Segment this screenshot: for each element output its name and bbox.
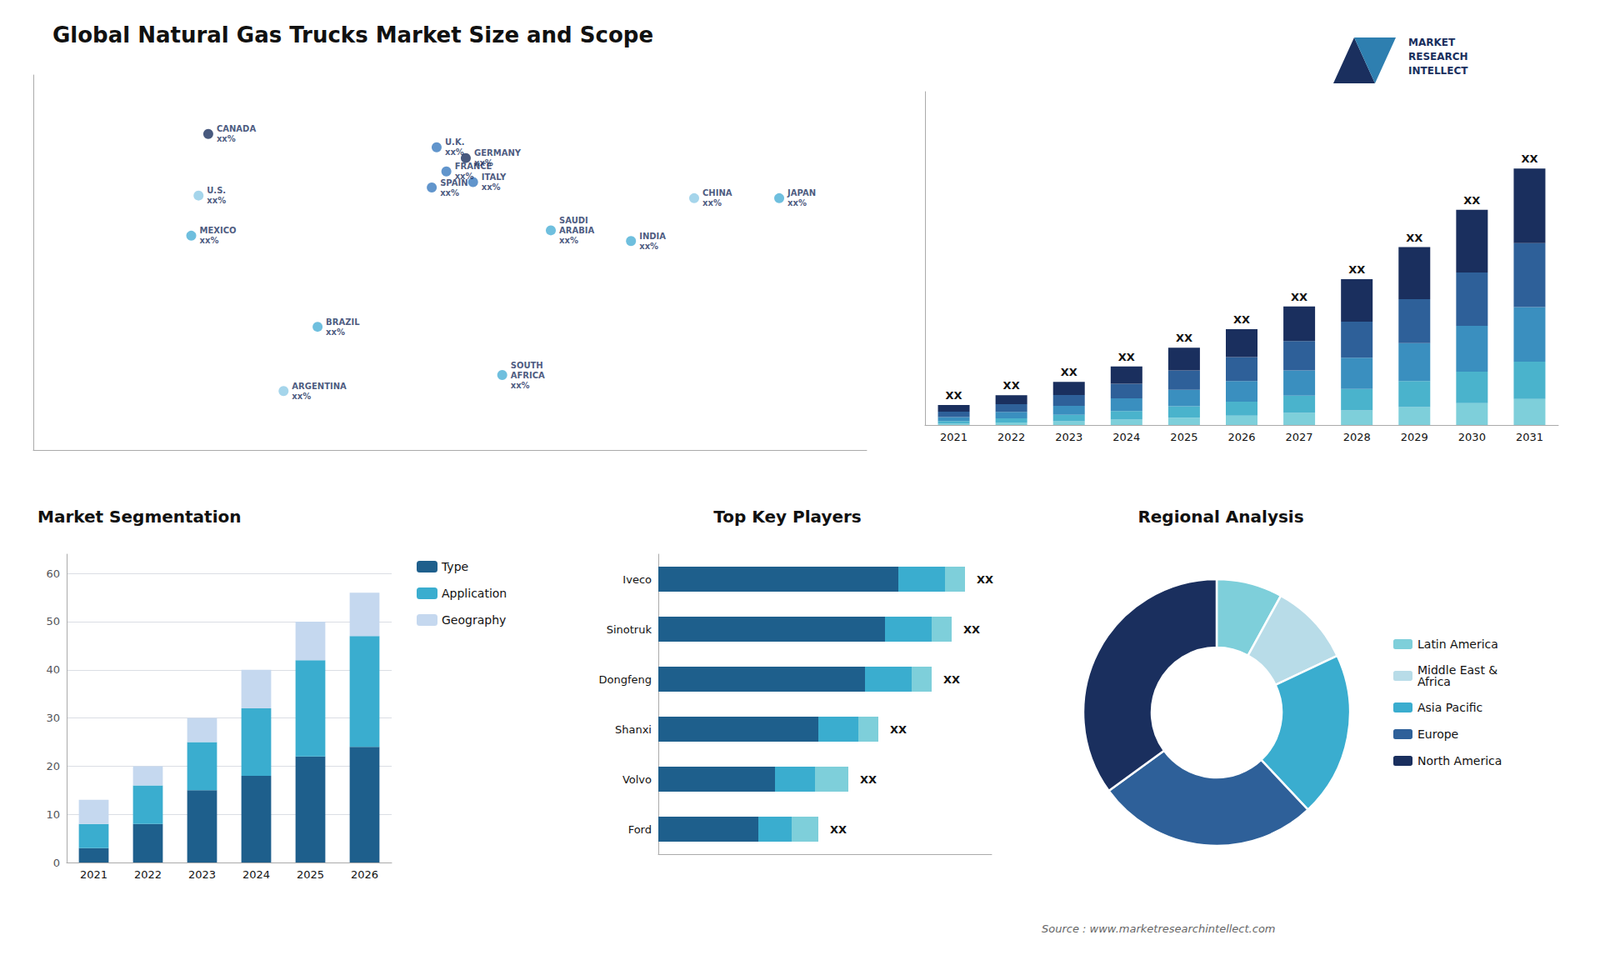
svg-text:xx%: xx% — [474, 158, 494, 168]
svg-text:SPAIN: SPAIN — [440, 178, 468, 188]
svg-text:Middle East &: Middle East & — [1417, 663, 1498, 677]
svg-text:50: 50 — [45, 615, 60, 628]
svg-text:2021: 2021 — [80, 868, 108, 881]
svg-text:XX: XX — [1118, 350, 1135, 364]
svg-text:Application: Application — [441, 586, 507, 600]
svg-text:xx%: xx% — [481, 182, 501, 192]
svg-text:2024: 2024 — [242, 868, 270, 881]
svg-text:INTELLECT: INTELLECT — [1408, 65, 1469, 77]
svg-text:North America: North America — [1417, 754, 1502, 768]
svg-text:xx%: xx% — [787, 198, 807, 208]
svg-text:RESEARCH: RESEARCH — [1408, 50, 1469, 63]
svg-text:U.S.: U.S. — [206, 185, 226, 195]
svg-text:2023: 2023 — [188, 868, 216, 881]
svg-text:2022: 2022 — [997, 430, 1025, 444]
svg-text:Latin America: Latin America — [1417, 637, 1499, 651]
svg-text:Volvo: Volvo — [622, 773, 652, 786]
svg-text:40: 40 — [45, 663, 60, 676]
svg-text:BRAZIL: BRAZIL — [325, 317, 360, 327]
svg-text:ITALY: ITALY — [481, 172, 507, 182]
svg-text:2027: 2027 — [1285, 430, 1314, 444]
svg-text:Shanxi: Shanxi — [615, 723, 652, 736]
svg-text:2023: 2023 — [1055, 430, 1083, 444]
svg-text:XX: XX — [1233, 313, 1250, 326]
svg-text:XX: XX — [943, 673, 960, 686]
svg-text:XX: XX — [963, 623, 980, 636]
svg-text:CHINA: CHINA — [702, 188, 733, 198]
svg-text:XX: XX — [1348, 263, 1365, 276]
svg-text:GERMANY: GERMANY — [474, 148, 522, 158]
svg-text:XX: XX — [1463, 194, 1480, 207]
svg-text:SAUDI: SAUDI — [559, 215, 589, 225]
svg-text:2026: 2026 — [1227, 430, 1255, 444]
svg-text:2021: 2021 — [940, 430, 968, 444]
svg-text:xx%: xx% — [206, 195, 226, 205]
svg-text:xx%: xx% — [325, 327, 345, 337]
svg-text:2024: 2024 — [1112, 430, 1140, 444]
svg-text:xx%: xx% — [445, 147, 465, 157]
svg-text:XX: XX — [1520, 152, 1538, 165]
svg-text:Global Natural Gas Trucks Mark: Global Natural Gas Trucks Market Size an… — [52, 22, 654, 48]
svg-text:xx%: xx% — [440, 188, 460, 198]
svg-text:Source : www.marketresearchint: Source : www.marketresearchintellect.com — [1041, 922, 1276, 935]
svg-text:JAPAN: JAPAN — [786, 188, 816, 198]
svg-text:XX: XX — [1290, 290, 1308, 304]
svg-text:xx%: xx% — [702, 198, 722, 208]
svg-text:SOUTH: SOUTH — [510, 360, 544, 370]
svg-text:XX: XX — [976, 573, 994, 586]
svg-text:2026: 2026 — [350, 868, 379, 881]
svg-text:20: 20 — [45, 760, 60, 773]
svg-text:Iveco: Iveco — [622, 573, 652, 586]
svg-text:Market Segmentation: Market Segmentation — [37, 506, 242, 527]
svg-text:xx%: xx% — [559, 235, 579, 245]
svg-text:XX: XX — [1175, 331, 1193, 345]
svg-text:Europe: Europe — [1417, 727, 1459, 741]
svg-text:INDIA: INDIA — [639, 231, 666, 241]
svg-text:Ford: Ford — [628, 823, 652, 836]
svg-text:xx%: xx% — [291, 391, 311, 401]
svg-text:60: 60 — [45, 567, 60, 580]
svg-text:U.K.: U.K. — [445, 137, 465, 147]
svg-text:xx%: xx% — [454, 171, 474, 181]
svg-text:10: 10 — [45, 808, 60, 821]
svg-text:CANADA: CANADA — [216, 124, 256, 134]
svg-text:XX: XX — [1003, 379, 1020, 392]
svg-text:xx%: xx% — [216, 134, 236, 144]
svg-text:2029: 2029 — [1400, 430, 1429, 444]
svg-text:Geography: Geography — [441, 613, 506, 627]
svg-text:Type: Type — [440, 560, 469, 574]
svg-text:XX: XX — [830, 823, 847, 836]
svg-text:AFRICA: AFRICA — [510, 370, 545, 380]
svg-text:MEXICO: MEXICO — [200, 225, 237, 235]
svg-text:Africa: Africa — [1417, 675, 1451, 689]
svg-text:XX: XX — [860, 773, 877, 786]
svg-text:Dongfeng: Dongfeng — [598, 673, 652, 686]
svg-text:ARABIA: ARABIA — [559, 225, 595, 235]
svg-text:xx%: xx% — [639, 241, 659, 251]
svg-text:MARKET: MARKET — [1408, 36, 1456, 49]
svg-text:2025: 2025 — [1170, 430, 1198, 444]
svg-text:XX: XX — [1405, 231, 1423, 245]
svg-text:0: 0 — [53, 856, 60, 870]
svg-text:Regional Analysis: Regional Analysis — [1137, 506, 1304, 527]
svg-text:Sinotruk: Sinotruk — [606, 623, 653, 636]
svg-text:xx%: xx% — [510, 380, 530, 390]
svg-text:2022: 2022 — [134, 868, 162, 881]
svg-text:30: 30 — [45, 711, 60, 725]
svg-text:xx%: xx% — [200, 235, 220, 245]
svg-text:ARGENTINA: ARGENTINA — [291, 381, 347, 391]
svg-text:XX: XX — [1060, 365, 1078, 379]
svg-text:2030: 2030 — [1458, 430, 1486, 444]
svg-text:2028: 2028 — [1343, 430, 1371, 444]
svg-text:Asia Pacific: Asia Pacific — [1417, 700, 1483, 715]
svg-text:2031: 2031 — [1515, 430, 1544, 444]
svg-text:XX: XX — [890, 723, 907, 736]
svg-text:XX: XX — [945, 389, 963, 402]
svg-text:2025: 2025 — [296, 868, 325, 881]
svg-text:Top Key Players: Top Key Players — [713, 506, 861, 527]
